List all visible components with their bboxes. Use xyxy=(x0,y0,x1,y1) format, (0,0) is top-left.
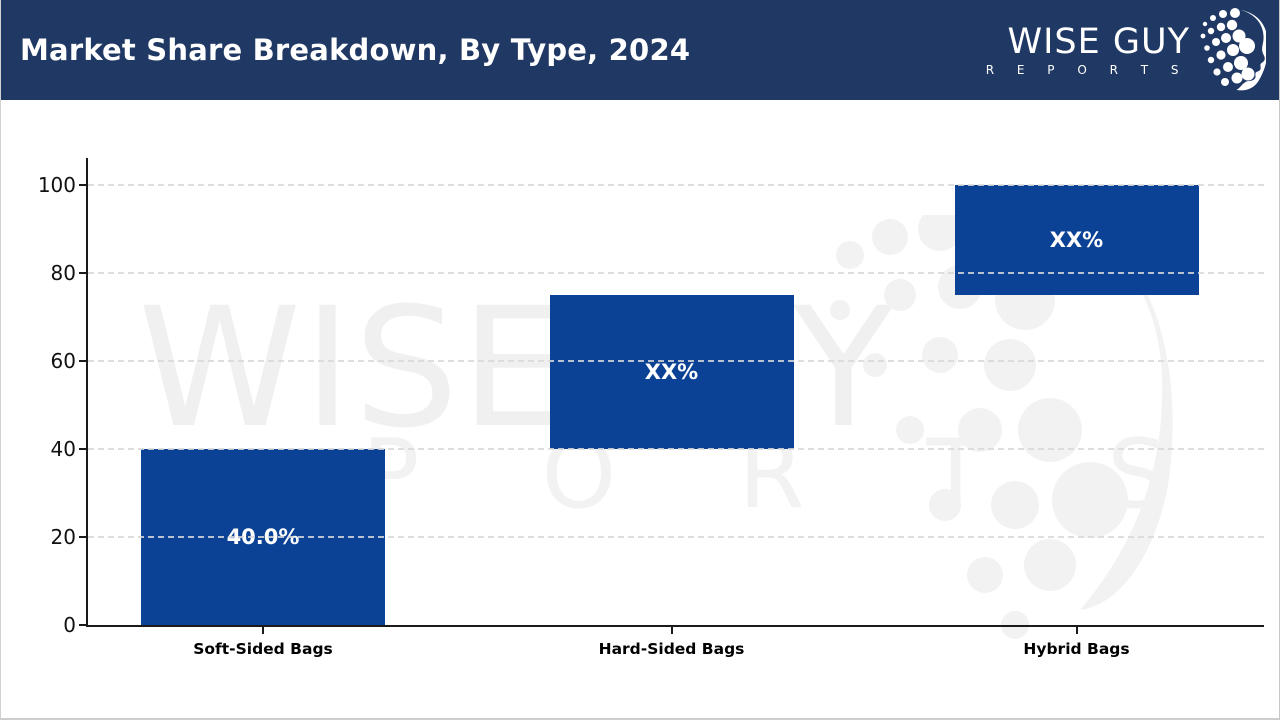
x-tick-mark-0 xyxy=(262,627,264,634)
gridline-40 xyxy=(88,448,1264,450)
x-category-label-2: Hybrid Bags xyxy=(1023,640,1130,658)
x-tick-mark-2 xyxy=(1075,627,1078,634)
y-tick-label-80: 80 xyxy=(50,261,76,285)
wiseguy-logo: WISE GUY R E P O R T S xyxy=(986,8,1266,92)
logo-subtitle: R E P O R T S xyxy=(985,62,1188,77)
gridline-60 xyxy=(88,360,1264,362)
y-tick-label-40: 40 xyxy=(50,437,76,461)
y-tick-mark-100 xyxy=(79,184,87,186)
bar-hard-sided-bags: XX% xyxy=(549,295,794,449)
y-tick-label-100: 100 xyxy=(37,173,76,197)
y-tick-mark-20 xyxy=(79,536,87,538)
x-category-label-0: Soft-Sided Bags xyxy=(193,640,333,658)
bar-hybrid-bags: XX% xyxy=(954,185,1199,295)
gridline-20 xyxy=(88,536,1264,538)
header-bar: Market Share Breakdown, By Type, 2024 WI… xyxy=(0,0,1280,100)
wiseguy-face-icon xyxy=(1200,8,1266,91)
bar-value-label: XX% xyxy=(644,360,699,384)
y-tick-label-60: 60 xyxy=(50,349,76,373)
logo-wordmark: WISE GUY xyxy=(1007,21,1190,62)
bar-value-label: XX% xyxy=(1049,228,1104,252)
y-tick-label-20: 20 xyxy=(50,525,76,549)
y-tick-mark-0 xyxy=(79,624,87,626)
gridline-80 xyxy=(88,272,1264,274)
x-axis-line xyxy=(86,625,1264,627)
y-tick-mark-60 xyxy=(79,360,87,362)
y-axis-line xyxy=(86,158,88,627)
y-tick-mark-80 xyxy=(79,272,87,274)
gridline-100 xyxy=(88,184,1264,186)
y-tick-label-0: 0 xyxy=(63,613,76,637)
x-tick-mark-1 xyxy=(670,627,673,634)
page-title: Market Share Breakdown, By Type, 2024 xyxy=(20,33,691,67)
y-tick-mark-40 xyxy=(79,448,87,450)
watermark-face-dots xyxy=(830,215,1173,639)
x-category-label-1: Hard-Sided Bags xyxy=(598,640,745,658)
